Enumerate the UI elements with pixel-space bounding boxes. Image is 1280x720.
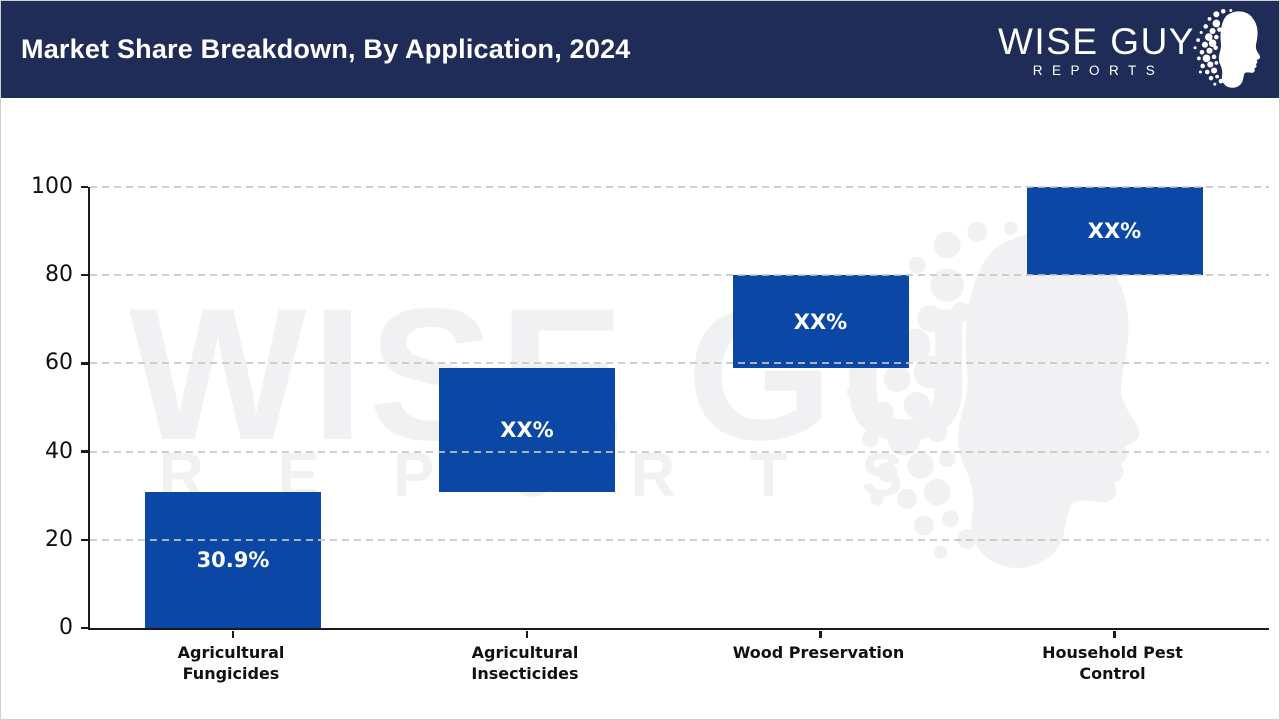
y-axis-label-20: 20 bbox=[45, 526, 73, 552]
wiseguy-head-icon bbox=[1193, 8, 1261, 88]
y-axis-tick bbox=[80, 185, 88, 189]
gridline-20 bbox=[90, 538, 1269, 541]
x-axis-tick bbox=[525, 631, 529, 638]
brand-logo-text: WISE GUY REPORTS bbox=[997, 21, 1195, 79]
plot-area: 30.9% XX% XX% XX% bbox=[80, 185, 1269, 638]
x-axis-label-wood-preservation: Wood Preservation bbox=[732, 643, 905, 662]
bar-value-label: 30.9% bbox=[196, 547, 270, 572]
x-axis-tick bbox=[819, 631, 822, 638]
gridline-60 bbox=[90, 362, 1269, 365]
x-axis-label-agricultural-fungicides: Agricultural Fungicides bbox=[177, 643, 285, 683]
y-axis-label-60: 60 bbox=[45, 350, 73, 376]
y-axis-label-0: 0 bbox=[59, 615, 73, 640]
bar-agricultural-fungicides bbox=[145, 491, 321, 628]
x-axis-label-agricultural-insecticides: Agricultural Insecticides bbox=[471, 643, 579, 683]
y-axis-label-80: 80 bbox=[45, 262, 73, 288]
x-axis-label-household-pest-control: Household Pest Control bbox=[1042, 643, 1183, 683]
gridline-80 bbox=[90, 274, 1269, 277]
page-title: Market Share Breakdown, By Application, … bbox=[21, 34, 631, 64]
x-axis-tick bbox=[231, 631, 235, 638]
x-axis-tick bbox=[1113, 631, 1116, 638]
bar-value-label: XX% bbox=[1087, 219, 1142, 244]
y-axis-tick bbox=[80, 626, 88, 630]
brand-subtitle: REPORTS bbox=[1032, 63, 1165, 78]
gridline-100 bbox=[90, 186, 1269, 188]
y-axis-tick bbox=[80, 362, 88, 365]
brand-logo: WISE GUY REPORTS bbox=[998, 7, 1265, 93]
header: Market Share Breakdown, By Application, … bbox=[1, 1, 1279, 98]
y-axis-tick bbox=[80, 273, 88, 277]
y-axis-tick bbox=[80, 450, 88, 453]
bar-value-label: XX% bbox=[793, 309, 848, 334]
y-axis-label-40: 40 bbox=[45, 438, 73, 464]
y-axis-tick bbox=[80, 538, 88, 542]
gridline-40 bbox=[90, 450, 1269, 453]
bar-agricultural-insecticides bbox=[439, 367, 615, 492]
y-axis-label-100: 100 bbox=[31, 174, 73, 199]
brand-name: WISE GUY bbox=[997, 21, 1195, 62]
chart-area: WISE GUY REPORTS 30.9%XX%XX%XX% 02040608… bbox=[1, 98, 1279, 719]
bar-wood-preservation bbox=[732, 275, 909, 368]
bar-value-label: XX% bbox=[500, 417, 554, 442]
bar-household-pest-control bbox=[1026, 187, 1203, 276]
